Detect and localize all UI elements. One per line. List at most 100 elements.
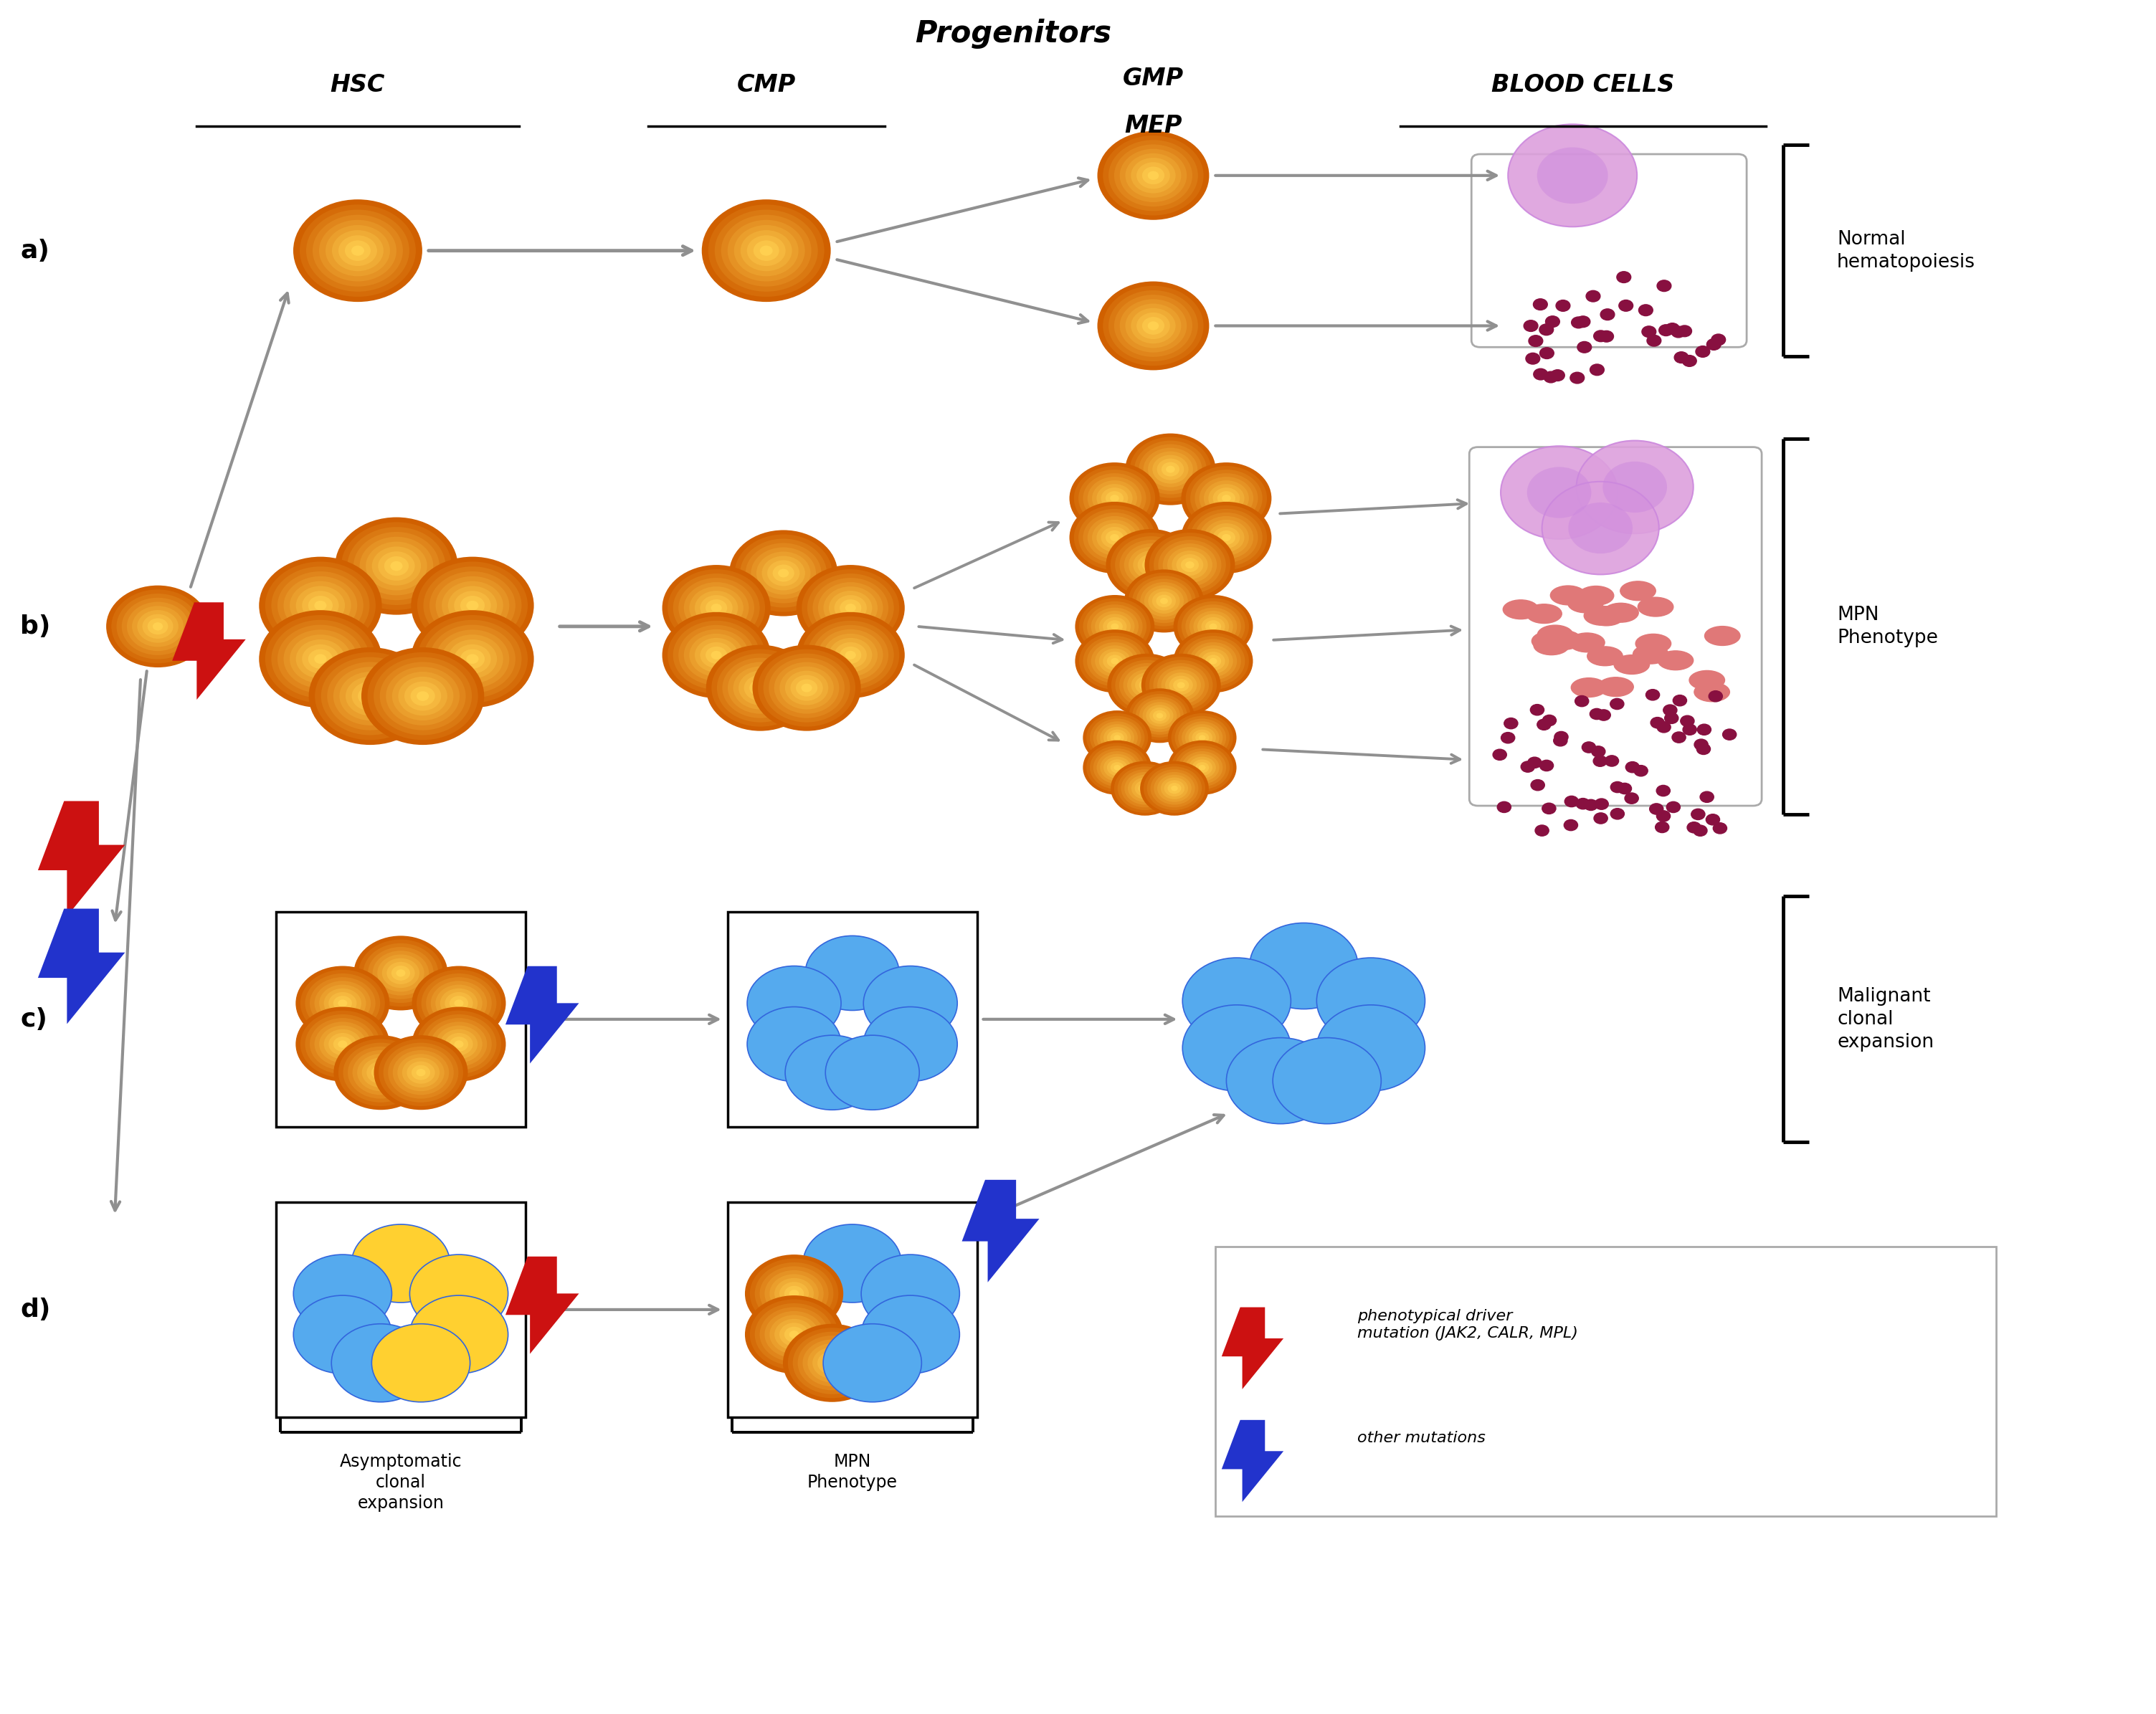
Circle shape [1207, 483, 1244, 512]
Circle shape [1087, 476, 1143, 519]
Circle shape [1186, 605, 1242, 648]
Circle shape [1151, 591, 1175, 610]
Ellipse shape [1526, 603, 1561, 624]
Ellipse shape [1705, 626, 1740, 646]
Circle shape [345, 677, 395, 716]
Circle shape [1095, 646, 1134, 677]
Circle shape [727, 219, 804, 281]
Circle shape [410, 1296, 509, 1373]
Circle shape [770, 1274, 819, 1313]
Circle shape [701, 643, 733, 668]
Circle shape [839, 600, 862, 617]
Text: phenotypical driver
mutation (JAK2, CALR, MPL): phenotypical driver mutation (JAK2, CALR… [1358, 1309, 1578, 1340]
Text: b): b) [19, 614, 50, 639]
Circle shape [1218, 492, 1235, 506]
Circle shape [332, 1323, 429, 1402]
Circle shape [679, 626, 755, 686]
Circle shape [1533, 298, 1548, 310]
Circle shape [1199, 476, 1253, 519]
Circle shape [384, 1042, 459, 1102]
Circle shape [1701, 792, 1714, 802]
Circle shape [778, 1323, 808, 1345]
Circle shape [1147, 704, 1173, 727]
Circle shape [1110, 732, 1123, 744]
Circle shape [285, 629, 358, 689]
Circle shape [1149, 660, 1214, 710]
Circle shape [1169, 710, 1238, 764]
Circle shape [1617, 271, 1630, 283]
Circle shape [1675, 351, 1688, 363]
Circle shape [371, 1064, 390, 1080]
Circle shape [295, 639, 345, 679]
Ellipse shape [1503, 600, 1539, 619]
Polygon shape [39, 800, 125, 917]
Circle shape [278, 571, 364, 639]
Circle shape [1203, 519, 1248, 555]
Circle shape [711, 650, 808, 727]
Circle shape [1102, 526, 1128, 548]
Circle shape [1082, 512, 1147, 562]
Circle shape [338, 235, 377, 266]
Circle shape [1201, 617, 1225, 636]
Circle shape [1132, 672, 1162, 698]
Circle shape [405, 682, 442, 711]
Circle shape [1132, 158, 1175, 194]
Circle shape [1128, 775, 1162, 802]
Circle shape [1317, 958, 1425, 1044]
Circle shape [1082, 602, 1147, 651]
Ellipse shape [1570, 632, 1604, 651]
Circle shape [1104, 651, 1128, 670]
Circle shape [1125, 689, 1194, 742]
Circle shape [1667, 802, 1680, 812]
Circle shape [319, 219, 397, 281]
Circle shape [399, 677, 446, 716]
Circle shape [459, 596, 485, 615]
Circle shape [289, 634, 351, 684]
Circle shape [1069, 502, 1160, 574]
Circle shape [1550, 370, 1565, 381]
Circle shape [1123, 667, 1171, 704]
Circle shape [1600, 331, 1613, 343]
Circle shape [1317, 1004, 1425, 1092]
Circle shape [1531, 704, 1544, 715]
Circle shape [1125, 434, 1216, 506]
Circle shape [1151, 770, 1199, 807]
Circle shape [770, 658, 845, 718]
Circle shape [1593, 756, 1606, 766]
Circle shape [740, 538, 826, 607]
Circle shape [436, 629, 509, 689]
Circle shape [1069, 463, 1160, 535]
Circle shape [373, 656, 472, 735]
Circle shape [1130, 437, 1212, 502]
Circle shape [116, 593, 198, 660]
Circle shape [1589, 708, 1604, 720]
Circle shape [752, 644, 860, 730]
Circle shape [420, 974, 496, 1034]
Circle shape [444, 1034, 472, 1056]
Circle shape [1153, 710, 1166, 722]
Circle shape [1169, 740, 1238, 795]
Circle shape [127, 602, 190, 651]
Circle shape [1554, 735, 1567, 746]
Circle shape [735, 535, 832, 612]
Circle shape [466, 655, 479, 663]
Circle shape [761, 555, 804, 590]
Circle shape [1714, 823, 1727, 833]
Circle shape [1539, 324, 1554, 336]
Circle shape [1572, 317, 1585, 327]
Circle shape [345, 240, 371, 261]
Circle shape [367, 1061, 395, 1083]
Circle shape [1181, 958, 1291, 1044]
Circle shape [1100, 723, 1134, 751]
Circle shape [1218, 530, 1235, 545]
Circle shape [1147, 171, 1158, 180]
Circle shape [1123, 543, 1177, 586]
Circle shape [1169, 783, 1181, 794]
Circle shape [1587, 291, 1600, 302]
Polygon shape [1222, 1419, 1283, 1501]
Circle shape [817, 629, 884, 680]
Circle shape [259, 610, 382, 708]
Circle shape [1169, 675, 1192, 694]
Circle shape [1611, 699, 1623, 710]
Circle shape [278, 626, 364, 692]
